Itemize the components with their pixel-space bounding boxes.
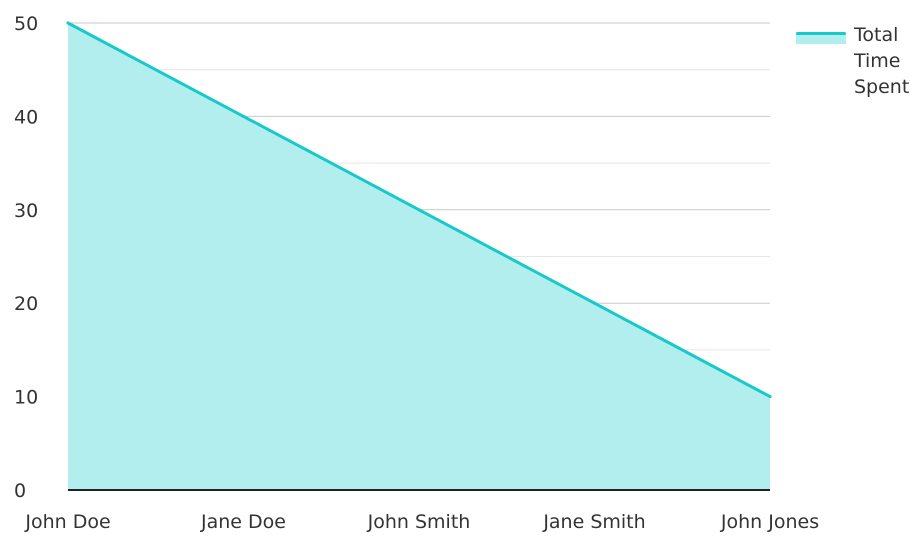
data-point: [242, 114, 245, 118]
data-point: [768, 395, 772, 399]
legend: Total Time Spent: [796, 22, 922, 100]
y-tick-label: 20: [14, 293, 38, 315]
y-tick-label: 30: [14, 200, 38, 222]
x-tick-label: Jane Smith: [542, 511, 645, 533]
legend-label: Total Time Spent: [854, 24, 910, 98]
legend-swatch: [796, 22, 846, 44]
y-tick-label: 50: [14, 13, 38, 35]
y-tick-label: 10: [14, 387, 38, 409]
x-tick-label: John Jones: [720, 511, 819, 533]
data-point: [66, 21, 70, 25]
x-tick-label: John Doe: [24, 511, 110, 533]
data-point: [417, 208, 421, 212]
x-tick-label: Jane Doe: [200, 511, 286, 533]
data-point: [593, 301, 596, 305]
y-tick-label: 40: [14, 106, 38, 128]
y-tick-label: 0: [14, 480, 26, 502]
x-tick-label: John Smith: [367, 511, 471, 533]
area-fill: [68, 23, 770, 490]
